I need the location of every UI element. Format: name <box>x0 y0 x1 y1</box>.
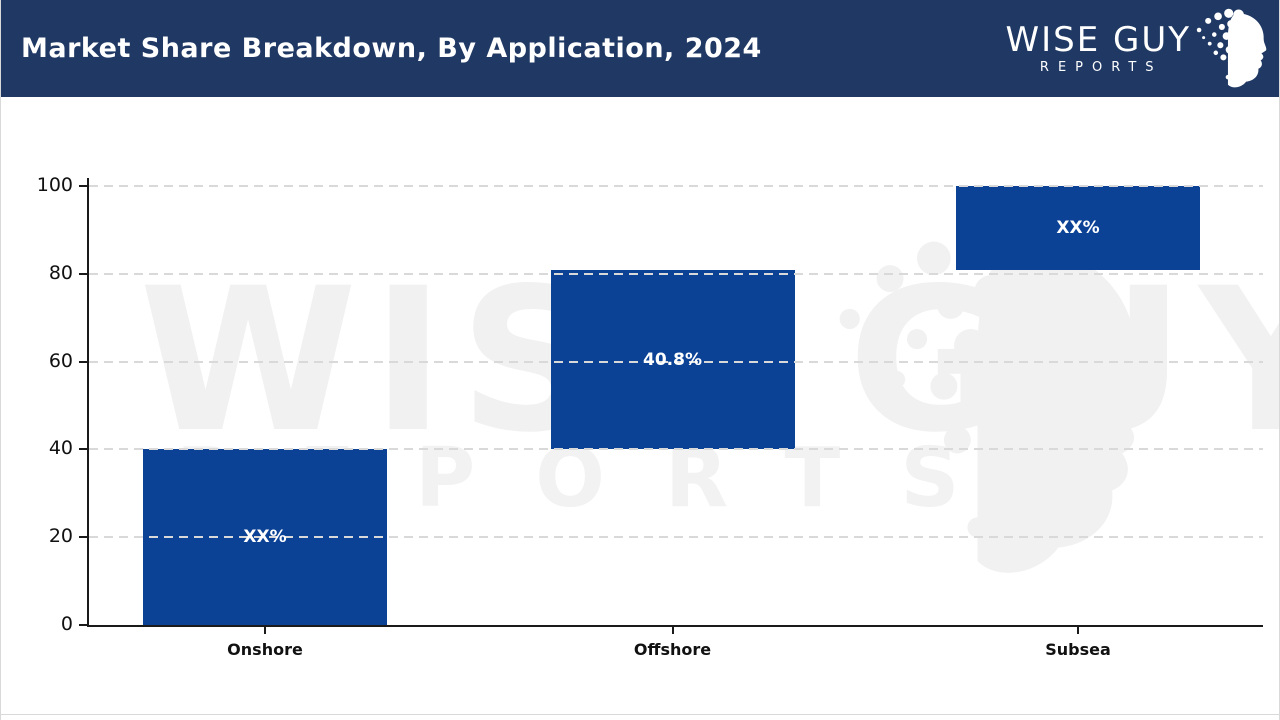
gridline-60 <box>89 360 1263 363</box>
gridline-20 <box>89 536 1263 539</box>
logo-wordmark: WISE GUY <box>1005 20 1191 60</box>
y-tick-label-0: 0 <box>60 613 73 635</box>
y-tick-label-20: 20 <box>48 525 73 548</box>
x-tick-subsea <box>1077 627 1079 634</box>
wiseguy-face-icon <box>1196 8 1267 87</box>
bar-offshore <box>550 270 795 450</box>
y-tick-label-80: 80 <box>48 261 73 284</box>
bottom-border <box>1 714 1279 715</box>
wiseguy-logo-text: WISE GUY REPORTS <box>1005 23 1191 74</box>
bar-label-offshore: 40.8% <box>643 349 702 370</box>
bar-label-onshore: XX% <box>243 527 287 548</box>
bar-label-subsea: XX% <box>1056 218 1100 239</box>
y-tick-20 <box>79 536 89 539</box>
y-tick-60 <box>79 360 89 363</box>
y-tick-0 <box>79 624 89 626</box>
y-tick-label-60: 60 <box>48 349 73 372</box>
x-tick-label-onshore: Onshore <box>227 640 303 659</box>
y-tick-label-40: 40 <box>48 437 73 460</box>
y-tick-label-100: 100 <box>36 174 73 196</box>
x-tick-label-subsea: Subsea <box>1045 640 1111 659</box>
y-tick-40 <box>79 448 89 451</box>
gridline-100 <box>89 185 1263 187</box>
gridline-80 <box>89 272 1263 275</box>
x-axis-line <box>87 625 1263 627</box>
y-axis-line <box>87 178 89 627</box>
wiseguy-logo: WISE GUY REPORTS <box>1005 6 1269 92</box>
x-tick-offshore <box>671 627 674 634</box>
logo-subtitle: REPORTS <box>1039 60 1163 75</box>
y-tick-80 <box>79 272 89 275</box>
gridline-40 <box>89 448 1263 451</box>
page-title: Market Share Breakdown, By Application, … <box>21 33 762 64</box>
x-tick-label-offshore: Offshore <box>633 640 712 659</box>
x-tick-onshore <box>264 627 266 634</box>
y-tick-100 <box>79 185 89 187</box>
header-bar: Market Share Breakdown, By Application, … <box>1 0 1279 97</box>
